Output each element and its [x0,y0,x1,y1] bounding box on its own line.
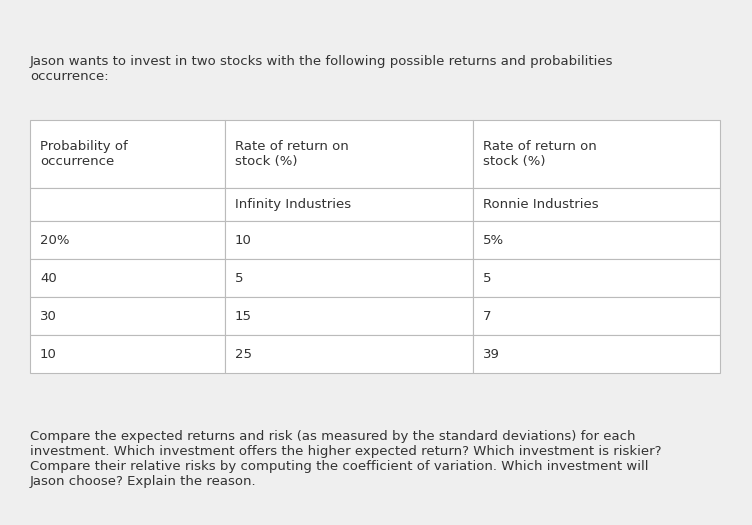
Bar [225,335,473,373]
Bar [225,188,473,221]
Text: 5%: 5% [483,234,504,247]
Bar [473,335,720,373]
Text: 40: 40 [40,271,56,285]
Text: 10: 10 [235,234,252,247]
Bar [30,335,225,373]
Bar [473,259,720,297]
Text: Jason wants to invest in two stocks with the following possible returns and prob: Jason wants to invest in two stocks with… [30,55,614,83]
Bar [473,297,720,335]
Text: Rate of return on
stock (%): Rate of return on stock (%) [235,140,349,168]
Text: Rate of return on
stock (%): Rate of return on stock (%) [483,140,597,168]
Text: 30: 30 [40,310,57,322]
Bar [30,188,225,221]
Text: Compare the expected returns and risk (as measured by the standard deviations) f: Compare the expected returns and risk (a… [30,430,662,488]
Text: Probability of
occurrence: Probability of occurrence [40,140,128,168]
Bar [473,188,720,221]
Bar [30,297,225,335]
Bar [225,221,473,259]
Text: Ronnie Industries: Ronnie Industries [483,198,599,211]
Text: 20%: 20% [40,234,69,247]
Text: 25: 25 [235,348,252,361]
Text: 7: 7 [483,310,492,322]
Bar [473,221,720,259]
Text: Infinity Industries: Infinity Industries [235,198,351,211]
Text: 10: 10 [40,348,57,361]
Text: 5: 5 [235,271,244,285]
Bar [225,259,473,297]
Text: 5: 5 [483,271,492,285]
Bar [225,120,473,188]
Bar [225,297,473,335]
Bar [473,120,720,188]
Bar [30,221,225,259]
Text: 15: 15 [235,310,252,322]
Bar [30,259,225,297]
Bar [30,120,225,188]
Text: 39: 39 [483,348,500,361]
